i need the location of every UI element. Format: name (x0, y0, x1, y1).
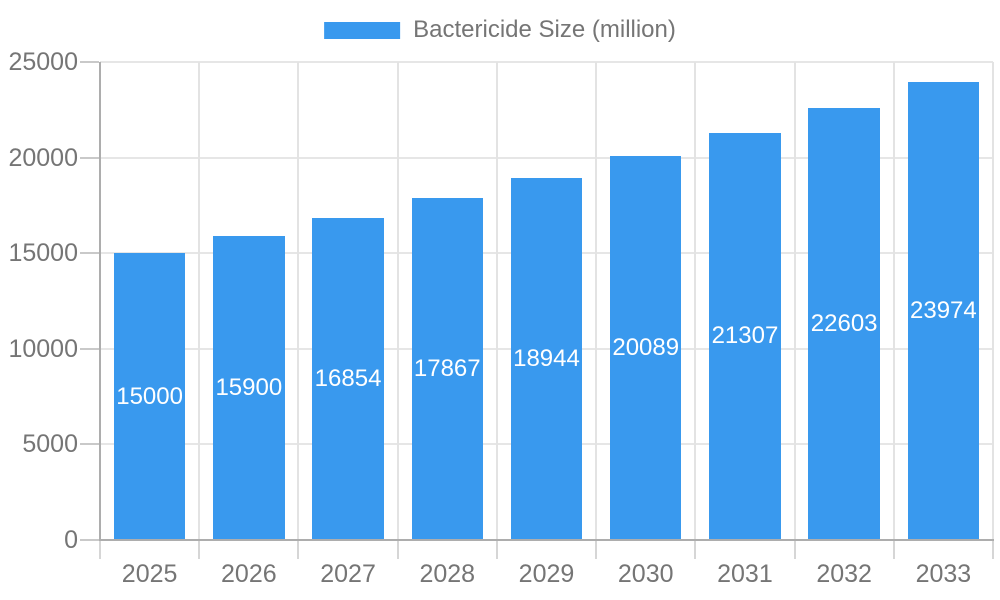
bar-value-label: 17867 (413, 355, 481, 383)
y-axis-line (99, 62, 101, 540)
x-tick-label: 2029 (518, 560, 575, 588)
bar-value-label: 23974 (910, 296, 977, 324)
x-tick-label: 2030 (617, 560, 674, 588)
y-axis-tick (80, 347, 99, 350)
x-gridline (198, 62, 201, 540)
x-tick-label: 2025 (121, 560, 178, 588)
x-axis-tick (99, 541, 101, 559)
y-axis-tick (80, 61, 99, 63)
x-tick-label: 2027 (320, 560, 376, 588)
bar-2029[interactable]: 18944 (510, 177, 583, 540)
bar-2028[interactable]: 17867 (411, 198, 483, 540)
bar-2025[interactable]: 15000 (113, 253, 186, 540)
x-axis-tick (892, 541, 895, 559)
bar-value-label: 20089 (612, 333, 680, 361)
x-axis-tick (495, 541, 498, 559)
bar-2026[interactable]: 15900 (213, 236, 285, 540)
y-axis-tick (80, 156, 99, 159)
y-gridline (100, 61, 993, 63)
x-gridline (495, 62, 498, 540)
x-tick-label: 2031 (717, 560, 773, 588)
x-axis-tick (793, 541, 796, 559)
y-axis-tick (80, 252, 99, 255)
bar-value-label: 18944 (513, 344, 580, 372)
x-axis-tick (396, 541, 399, 559)
x-gridline (694, 62, 697, 540)
bar-value-label: 16854 (314, 364, 382, 392)
bar-2033[interactable]: 23974 (907, 81, 980, 540)
x-axis-tick (198, 541, 201, 559)
y-tick-label: 0 (64, 526, 78, 554)
bar-2032[interactable]: 22603 (808, 107, 880, 540)
bar-2031[interactable]: 21307 (709, 132, 781, 540)
legend-swatch-icon (324, 21, 401, 39)
y-tick-label: 10000 (8, 334, 78, 363)
x-tick-label: 2028 (419, 560, 476, 588)
x-gridline (396, 62, 399, 540)
x-gridline (595, 62, 598, 540)
y-tick-label: 5000 (22, 430, 78, 459)
x-axis-tick (694, 541, 697, 559)
x-tick-label: 2026 (221, 560, 277, 588)
x-axis-tick (297, 541, 300, 559)
y-tick-label: 20000 (8, 143, 78, 172)
bar-2030[interactable]: 20089 (610, 155, 682, 540)
x-gridline (892, 62, 895, 540)
x-gridline (297, 62, 300, 540)
y-axis-tick (80, 443, 99, 446)
bar-value-label: 15900 (215, 374, 283, 401)
x-tick-label: 2032 (816, 560, 872, 588)
x-axis-tick (992, 541, 994, 559)
y-axis-tick (80, 539, 99, 541)
bar-value-label: 21307 (711, 322, 779, 350)
plot-area: 15000 15900 16854 17867 18944 20089 21307 22603… (99, 61, 994, 540)
y-tick-label: 15000 (8, 239, 78, 268)
x-tick-label: 2033 (915, 560, 972, 588)
legend-label: Bactericide Size (million) (413, 16, 676, 43)
bar-value-label: 22603 (810, 309, 878, 337)
legend[interactable]: Bactericide Size (million) (324, 16, 676, 44)
y-gridline (100, 156, 993, 159)
bar-value-label: 15000 (116, 382, 183, 410)
x-axis-line (99, 539, 994, 541)
x-axis-tick (595, 541, 598, 559)
x-gridline (992, 62, 994, 540)
bar-2027[interactable]: 16854 (312, 217, 384, 540)
x-gridline (793, 62, 796, 540)
y-tick-label: 25000 (8, 48, 78, 76)
